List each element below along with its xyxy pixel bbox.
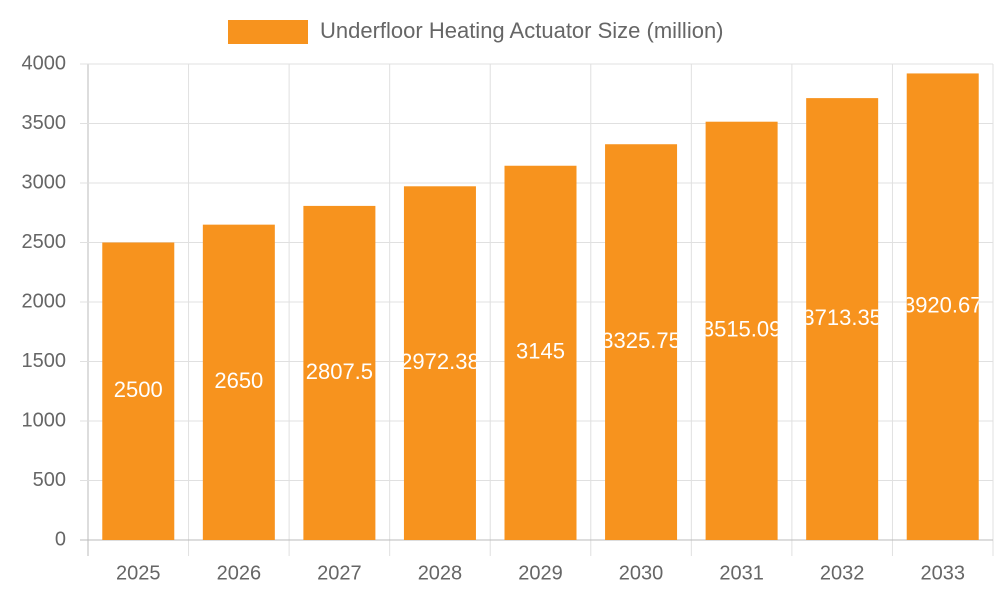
legend-swatch: [228, 20, 308, 44]
x-tick-label: 2026: [217, 562, 262, 584]
data-label: 3515.09: [702, 317, 782, 342]
bar: [605, 144, 678, 540]
bar: [906, 73, 979, 540]
bar: [303, 205, 376, 540]
y-tick-label: 500: [33, 469, 66, 491]
bar: [806, 98, 879, 540]
data-label: 2972.38: [400, 349, 480, 374]
data-label: 2500: [114, 377, 163, 402]
y-tick-label: 3000: [22, 171, 67, 193]
x-tick-label: 2031: [719, 562, 764, 584]
y-tick-label: 2000: [22, 290, 67, 312]
y-tick-label: 0: [55, 528, 66, 550]
x-tick-label: 2033: [920, 562, 965, 584]
data-label: 2650: [214, 368, 263, 393]
data-label: 3325.75: [601, 328, 681, 353]
x-tick-label: 2025: [116, 562, 161, 584]
x-tick-label: 2028: [418, 562, 463, 584]
x-tick-label: 2030: [619, 562, 664, 584]
bar: [403, 186, 476, 540]
y-tick-label: 1000: [22, 409, 67, 431]
data-label: 3713.35: [802, 305, 882, 330]
data-label: 3145: [516, 339, 565, 364]
data-label: 3920.67: [903, 293, 983, 318]
bar: [705, 121, 778, 541]
bar: [504, 165, 577, 540]
x-tick-label: 2032: [820, 562, 865, 584]
bar: [202, 224, 275, 540]
data-label: 2807.5: [306, 359, 373, 384]
y-tick-label: 4000: [22, 52, 67, 74]
x-tick-label: 2029: [518, 562, 563, 584]
y-tick-label: 1500: [22, 350, 67, 372]
y-tick-label: 2500: [22, 231, 67, 253]
bar: [102, 242, 175, 540]
x-tick-label: 2027: [317, 562, 362, 584]
y-tick-label: 3500: [22, 112, 67, 134]
legend-label: Underfloor Heating Actuator Size (millio…: [320, 18, 724, 43]
